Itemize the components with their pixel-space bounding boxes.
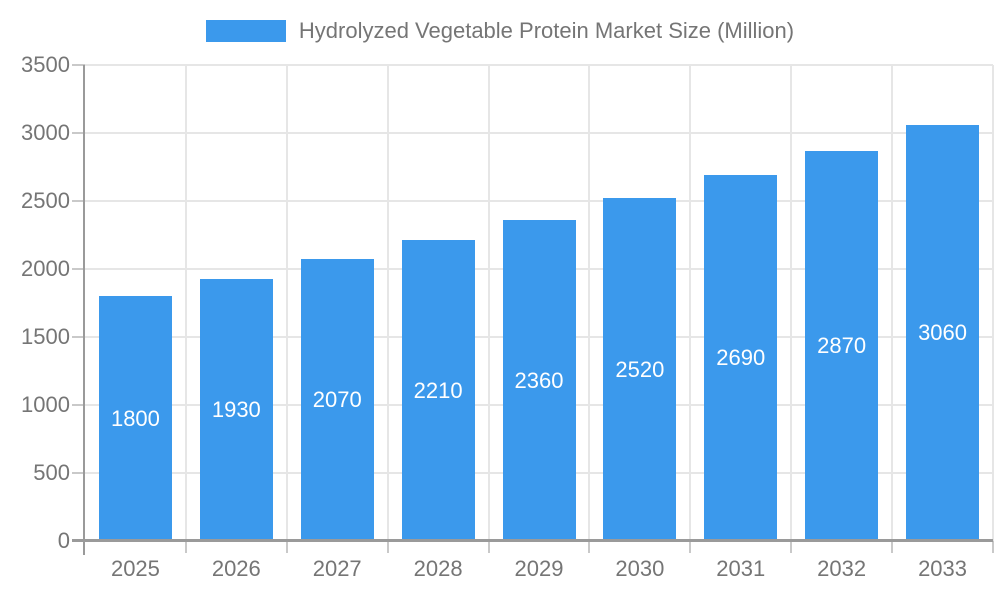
x-axis-tick: [891, 541, 894, 553]
x-axis-label: 2033: [918, 556, 968, 581]
x-axis-label: 2027: [312, 556, 362, 581]
bar-2032: 2870: [805, 150, 879, 541]
gridline-vertical: [790, 65, 793, 541]
x-axis-label: 2026: [211, 556, 261, 581]
gridline-vertical: [386, 65, 389, 541]
y-axis-labels: 0 500 1000 1500 2000 2500 3000 3500: [0, 52, 70, 553]
x-axis-tick: [386, 541, 389, 553]
x-axis-labels: 2025 2026 2027 2028 2029 2030 2031 2032 2033: [85, 554, 993, 588]
bar-value-label: 2690: [716, 345, 766, 371]
x-axis-tick: [790, 541, 793, 553]
y-axis-label: 2000: [21, 256, 70, 281]
x-axis-label: 2032: [817, 556, 867, 581]
gridline-vertical: [487, 65, 490, 541]
bar-2025: 1800: [98, 296, 172, 541]
bar-value-label: 2520: [615, 356, 665, 382]
bar-value-label: 2210: [413, 377, 463, 403]
chart-legend[interactable]: Hydrolyzed Vegetable Protein Market Size…: [0, 16, 1000, 46]
y-axis-label: 3000: [21, 120, 70, 145]
x-axis-label: 2029: [514, 556, 564, 581]
gridline-horizontal: [85, 132, 993, 134]
x-axis-tick: [184, 541, 187, 553]
x-axis-tick: [689, 541, 692, 553]
x-axis-tick: [992, 541, 994, 553]
y-axis-tick: [72, 336, 85, 338]
x-axis-line: [72, 539, 993, 542]
x-axis-label: 2028: [413, 556, 463, 581]
bar-value-label: 1930: [211, 396, 261, 422]
bar-2033: 3060: [906, 124, 980, 541]
gridline-horizontal: [85, 200, 993, 202]
y-axis-label: 3500: [21, 52, 70, 77]
bar-value-label: 3060: [918, 319, 968, 345]
x-axis-tick: [487, 541, 490, 553]
gridline-vertical: [689, 65, 692, 541]
y-axis-label: 1500: [21, 324, 70, 349]
y-axis-label: 0: [57, 528, 70, 553]
bar-value-label: 2360: [514, 367, 564, 393]
bar-2030: 2520: [603, 198, 677, 541]
x-axis-tick: [588, 541, 591, 553]
gridline-horizontal: [85, 64, 993, 66]
gridline-vertical: [992, 65, 994, 541]
bar-2028: 2210: [401, 240, 475, 541]
legend-label: Hydrolyzed Vegetable Protein Market Size…: [298, 18, 795, 43]
x-axis-tick: [285, 541, 288, 553]
bar-2026: 1930: [199, 278, 273, 541]
y-axis-tick: [72, 472, 85, 474]
bar-2029: 2360: [502, 220, 576, 541]
y-axis-label: 500: [33, 460, 70, 485]
x-axis-label: 2031: [716, 556, 766, 581]
legend-swatch: [205, 20, 286, 42]
y-axis-tick: [72, 268, 85, 270]
gridline-vertical: [285, 65, 288, 541]
x-axis-label: 2030: [615, 556, 665, 581]
gridline-vertical: [891, 65, 894, 541]
bar-value-label: 2870: [817, 332, 867, 358]
y-axis-tick: [72, 200, 85, 202]
y-axis-tick: [72, 132, 85, 134]
y-axis-label: 1000: [21, 392, 70, 417]
bar-value-label: 1800: [110, 405, 160, 431]
plot-area: 1800 1930 2070 2210 2360 2520 2690 2870 3060: [72, 64, 994, 555]
bar-2031: 2690: [704, 175, 778, 541]
gridline-vertical: [184, 65, 187, 541]
bar-2027: 2070: [300, 259, 374, 541]
y-axis-tick: [72, 64, 85, 66]
y-axis-line: [83, 65, 85, 555]
y-axis-tick: [72, 404, 85, 406]
gridline-vertical: [588, 65, 591, 541]
x-axis-label: 2025: [110, 556, 160, 581]
bar-value-label: 2070: [312, 387, 362, 413]
y-axis-label: 2500: [21, 188, 70, 213]
